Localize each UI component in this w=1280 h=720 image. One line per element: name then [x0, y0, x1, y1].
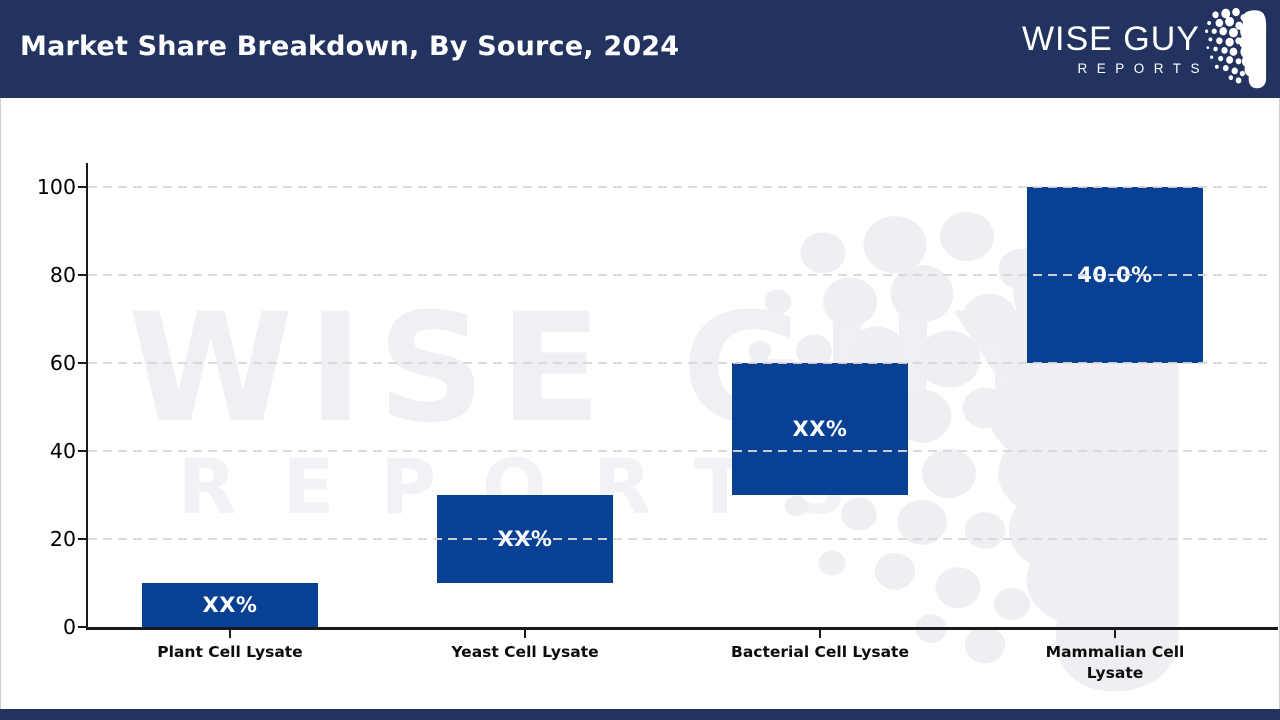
logo-face-icon — [1204, 8, 1267, 89]
bar-bacterial-cell-lysate: XX% — [732, 363, 908, 495]
y-axis-tick-label: 100 — [36, 175, 76, 199]
y-axis-tick-mark — [78, 450, 88, 453]
x-axis-tick-mark — [229, 629, 232, 638]
y-axis-tick-mark — [78, 274, 88, 277]
x-axis-category-label: Bacterial Cell Lysate — [731, 643, 909, 661]
page-title: Market Share Breakdown, By Source, 2024 — [20, 30, 680, 62]
bar-plant-cell-lysate: XX% — [142, 583, 318, 627]
bar-value-label: XX% — [202, 593, 258, 617]
footer-bar — [0, 709, 1280, 720]
gridline-20 — [88, 538, 1270, 540]
logo-wordmark: WISE GUY — [1021, 20, 1200, 59]
y-axis-tick-label: 80 — [49, 263, 76, 287]
logo-text: WISE GUY REPORTS — [1021, 20, 1200, 75]
y-axis-tick-label: 40 — [49, 439, 76, 463]
x-axis-line — [86, 627, 1278, 630]
gridline-60 — [88, 362, 1270, 364]
gridline-40 — [88, 450, 1270, 452]
y-axis-tick-label: 60 — [49, 351, 76, 375]
x-axis-tick-mark — [1114, 629, 1117, 638]
x-axis-category-label: Yeast Cell Lysate — [451, 643, 599, 661]
x-axis-tick-mark — [524, 629, 527, 638]
wiseguy-logo: WISE GUY REPORTS — [1022, 8, 1268, 90]
y-axis-tick-label: 0 — [62, 615, 76, 639]
bar-value-label: XX% — [792, 417, 848, 441]
logo-subtitle: REPORTS — [1077, 60, 1209, 76]
y-axis-tick-mark — [78, 626, 88, 629]
x-axis-category-label: Mammalian Cell Lysate — [1045, 643, 1185, 682]
y-axis-tick-mark — [78, 538, 88, 541]
y-axis-line — [86, 163, 89, 630]
gridline-100 — [88, 186, 1270, 188]
header: Market Share Breakdown, By Source, 2024 … — [0, 0, 1280, 98]
y-axis-tick-mark — [78, 186, 88, 189]
y-axis-tick-label: 20 — [49, 527, 76, 551]
x-axis-tick-mark — [819, 629, 822, 638]
gridline-80 — [88, 274, 1270, 276]
x-axis-category-label: Plant Cell Lysate — [157, 643, 303, 661]
y-axis-tick-mark — [78, 362, 88, 365]
